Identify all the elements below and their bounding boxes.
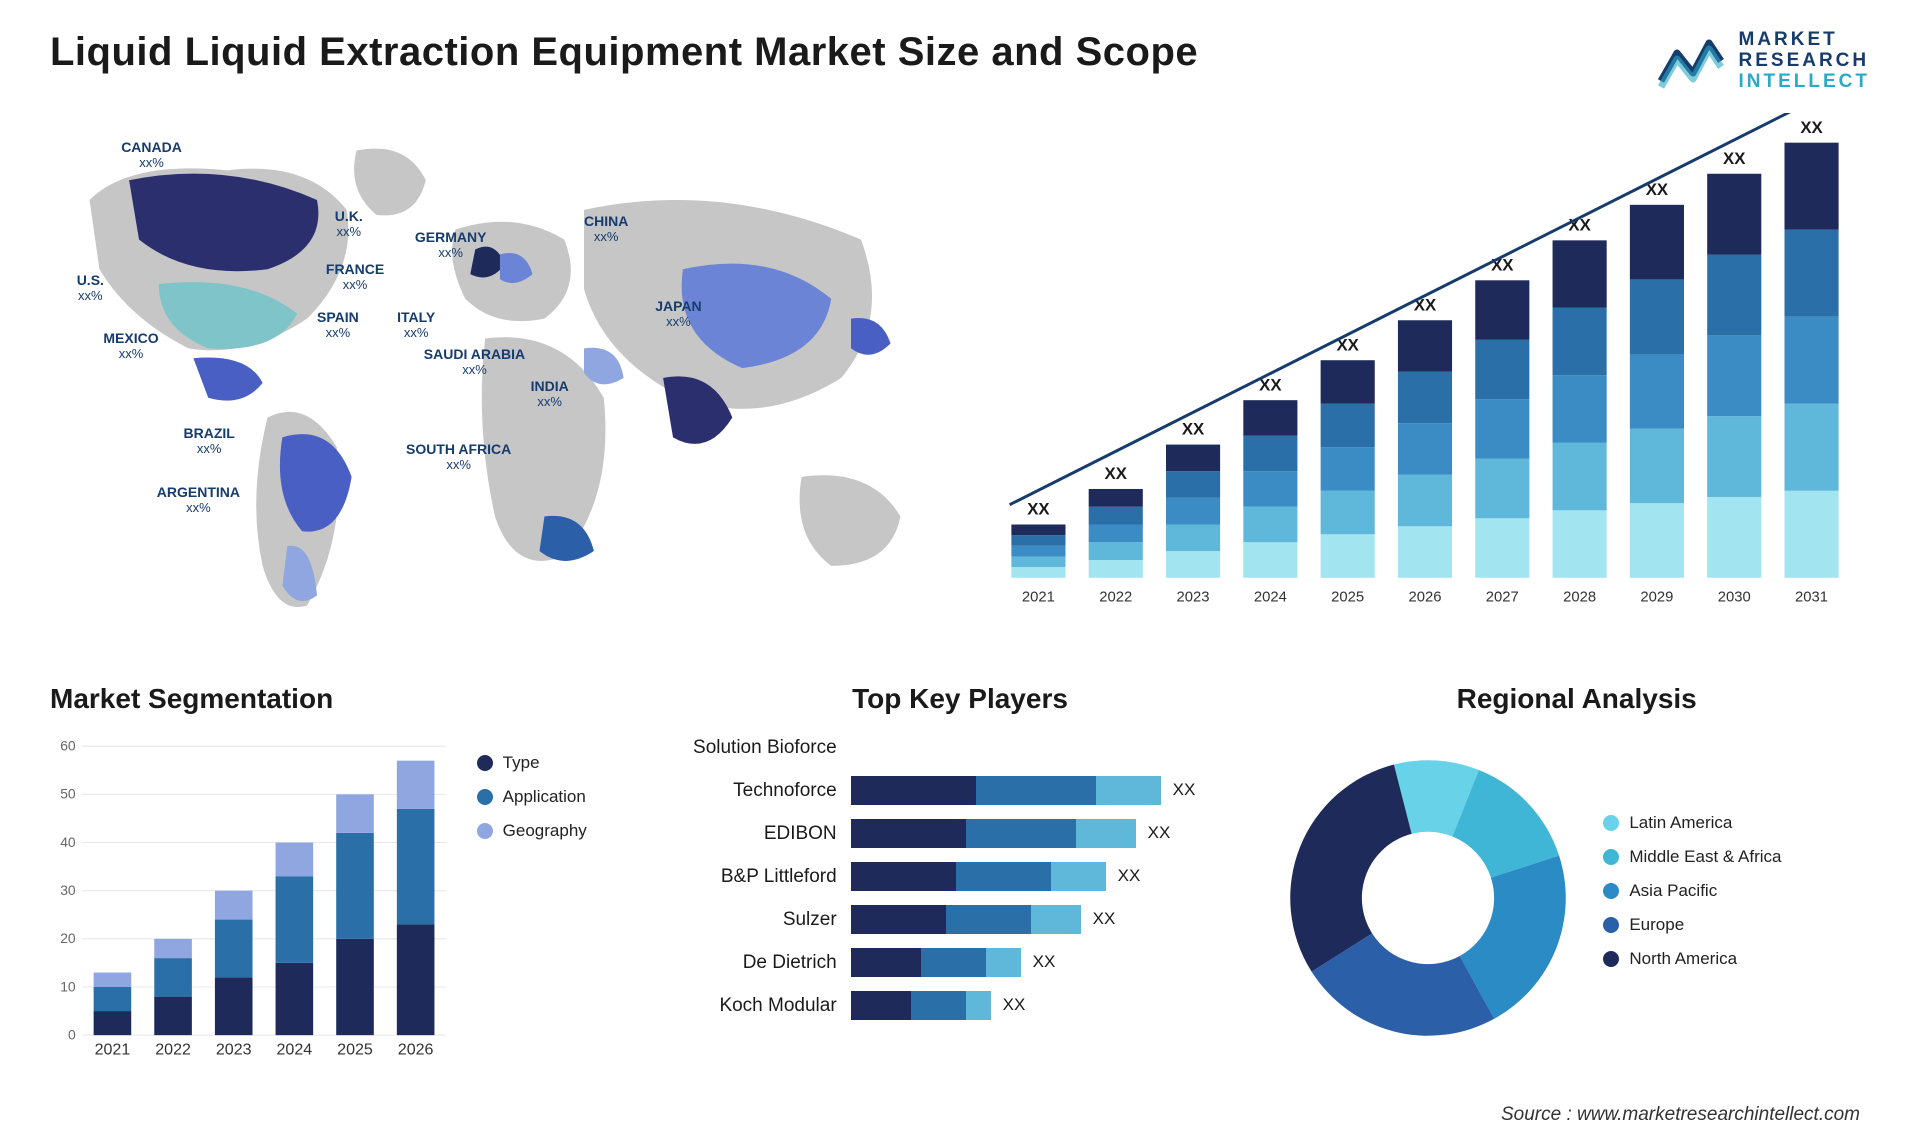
svg-text:2026: 2026 bbox=[1408, 589, 1441, 605]
svg-text:XX: XX bbox=[1800, 117, 1823, 136]
svg-text:2026: 2026 bbox=[398, 1040, 434, 1058]
player-row bbox=[851, 733, 1254, 762]
map-label: BRAZILxx% bbox=[184, 425, 235, 456]
player-row: XX bbox=[851, 948, 1254, 977]
svg-text:XX: XX bbox=[1105, 464, 1128, 483]
svg-text:2023: 2023 bbox=[1177, 589, 1210, 605]
map-label: ARGENTINAxx% bbox=[157, 484, 240, 515]
legend-item: Middle East & Africa bbox=[1603, 847, 1870, 867]
svg-text:2031: 2031 bbox=[1795, 589, 1828, 605]
players-title: Top Key Players bbox=[667, 683, 1254, 715]
player-bars: XX XX XX XX XX XX bbox=[851, 733, 1254, 1063]
logo-text-3: INTELLECT bbox=[1739, 72, 1871, 93]
svg-text:2025: 2025 bbox=[1331, 589, 1364, 605]
player-label: Sulzer bbox=[783, 905, 837, 934]
map-label: ITALYxx% bbox=[397, 309, 435, 340]
legend-item: Application bbox=[477, 787, 637, 807]
svg-text:XX: XX bbox=[1723, 149, 1746, 168]
map-label: SPAINxx% bbox=[317, 309, 359, 340]
segmentation-title: Market Segmentation bbox=[50, 683, 637, 715]
logo-icon bbox=[1655, 33, 1727, 89]
legend-item: Type bbox=[477, 753, 637, 773]
svg-text:2022: 2022 bbox=[1099, 589, 1132, 605]
svg-text:2023: 2023 bbox=[216, 1040, 252, 1058]
svg-text:2021: 2021 bbox=[1022, 589, 1055, 605]
logo-text-2: RESEARCH bbox=[1739, 51, 1871, 72]
player-row: XX bbox=[851, 905, 1254, 934]
svg-text:40: 40 bbox=[60, 833, 76, 849]
map-label: CANADAxx% bbox=[121, 139, 182, 170]
svg-text:XX: XX bbox=[1027, 499, 1050, 518]
svg-text:2025: 2025 bbox=[337, 1040, 373, 1058]
player-label: De Dietrich bbox=[743, 948, 837, 977]
player-row: XX bbox=[851, 819, 1254, 848]
svg-text:2022: 2022 bbox=[155, 1040, 191, 1058]
map-label: CHINAxx% bbox=[584, 213, 628, 244]
logo: MARKET RESEARCH INTELLECT bbox=[1655, 30, 1871, 93]
segmentation-chart: 0 10 20 30 40 50 60 2021 2022 2023 2024 2025 2026 bbox=[50, 733, 457, 1070]
svg-text:10: 10 bbox=[60, 978, 76, 994]
legend-item: North America bbox=[1603, 949, 1870, 969]
svg-text:0: 0 bbox=[68, 1026, 76, 1042]
regional-title: Regional Analysis bbox=[1283, 683, 1870, 715]
legend-item: Geography bbox=[477, 821, 637, 841]
segmentation-legend: Type Application Geography bbox=[477, 733, 637, 1070]
svg-text:XX: XX bbox=[1182, 419, 1205, 438]
segmentation-panel: Market Segmentation 0 10 20 30 40 50 60 2021 202… bbox=[50, 683, 637, 1063]
bottom-row: Market Segmentation 0 10 20 30 40 50 60 2021 202… bbox=[50, 683, 1870, 1063]
svg-text:2021: 2021 bbox=[95, 1040, 131, 1058]
map-label: SOUTH AFRICAxx% bbox=[406, 441, 511, 472]
svg-text:20: 20 bbox=[60, 930, 76, 946]
page-title: Liquid Liquid Extraction Equipment Marke… bbox=[50, 30, 1198, 75]
source-text: Source : www.marketresearchintellect.com bbox=[1501, 1104, 1860, 1126]
regional-legend: Latin America Middle East & Africa Asia Pa… bbox=[1603, 813, 1870, 983]
world-map: CANADAxx% U.S.xx% MEXICOxx% BRAZILxx% ARGENT… bbox=[50, 113, 940, 643]
map-label: INDIAxx% bbox=[531, 378, 569, 409]
map-label: MEXICOxx% bbox=[103, 330, 158, 361]
player-label: B&P Littleford bbox=[721, 862, 837, 891]
player-label: Solution Bioforce bbox=[693, 733, 837, 762]
map-label: SAUDI ARABIAxx% bbox=[424, 346, 525, 377]
player-row: XX bbox=[851, 776, 1254, 805]
svg-text:30: 30 bbox=[60, 882, 76, 898]
regional-panel: Regional Analysis Latin America Middle Ea… bbox=[1283, 683, 1870, 1063]
player-labels: Solution Bioforce Technoforce EDIBON B&P Li… bbox=[667, 733, 837, 1063]
map-label: U.S.xx% bbox=[77, 272, 104, 303]
svg-text:2027: 2027 bbox=[1486, 589, 1519, 605]
svg-text:2028: 2028 bbox=[1563, 589, 1596, 605]
svg-text:2024: 2024 bbox=[277, 1040, 313, 1058]
logo-text-1: MARKET bbox=[1739, 30, 1871, 51]
growth-chart: 2021 2022 2023 2024 2025 2026 2027 2028 2029 2030… bbox=[980, 113, 1870, 643]
legend-item: Latin America bbox=[1603, 813, 1870, 833]
map-label: FRANCExx% bbox=[326, 261, 384, 292]
player-row: XX bbox=[851, 991, 1254, 1020]
player-label: Koch Modular bbox=[719, 991, 836, 1020]
svg-text:2024: 2024 bbox=[1254, 589, 1287, 605]
growth-svg: 2021 2022 2023 2024 2025 2026 2027 2028 2029 2030… bbox=[980, 113, 1870, 627]
top-row: CANADAxx% U.S.xx% MEXICOxx% BRAZILxx% ARGENT… bbox=[50, 113, 1870, 643]
map-label: GERMANYxx% bbox=[415, 229, 487, 260]
player-row: XX bbox=[851, 862, 1254, 891]
player-label: EDIBON bbox=[764, 819, 837, 848]
map-label: JAPANxx% bbox=[655, 298, 701, 329]
player-label: Technoforce bbox=[733, 776, 837, 805]
map-label: U.K.xx% bbox=[335, 208, 363, 239]
donut-chart bbox=[1283, 753, 1573, 1043]
legend-item: Asia Pacific bbox=[1603, 881, 1870, 901]
map-svg bbox=[50, 113, 940, 643]
players-panel: Top Key Players Solution Bioforce Technof… bbox=[667, 683, 1254, 1063]
header: Liquid Liquid Extraction Equipment Marke… bbox=[50, 30, 1870, 93]
svg-text:50: 50 bbox=[60, 785, 76, 801]
svg-text:60: 60 bbox=[60, 737, 76, 753]
legend-item: Europe bbox=[1603, 915, 1870, 935]
svg-text:2030: 2030 bbox=[1718, 589, 1751, 605]
svg-text:XX: XX bbox=[1491, 255, 1514, 274]
svg-text:2029: 2029 bbox=[1640, 589, 1673, 605]
